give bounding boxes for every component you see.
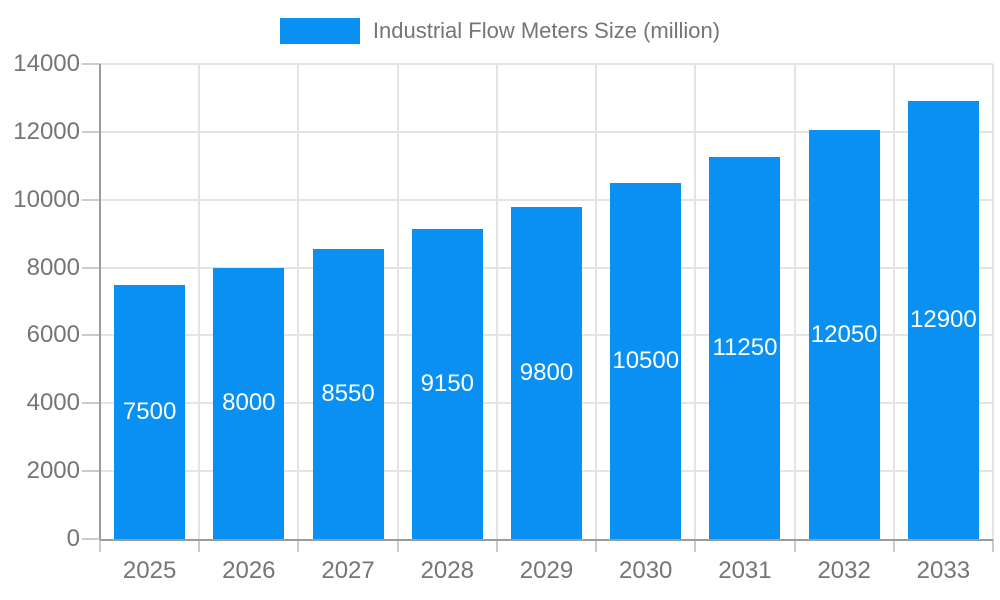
bar-value-label: 10500 (612, 346, 680, 374)
h-gridline (100, 198, 993, 201)
y-tick (82, 130, 100, 133)
bar-value-label: 11250 (712, 334, 778, 362)
bar (907, 101, 979, 539)
v-gridline (992, 64, 994, 539)
legend-swatch-icon (279, 18, 360, 44)
y-tick (82, 538, 100, 540)
y-tick (82, 63, 100, 65)
y-axis-label: 6000 (26, 321, 80, 349)
y-axis-label: 10000 (13, 185, 80, 213)
legend-item[interactable]: Industrial Flow Meters Size (million) (279, 18, 721, 44)
bar-value-label: 8550 (321, 379, 375, 407)
y-tick (82, 334, 100, 337)
x-tick (595, 539, 598, 552)
legend-label: Industrial Flow Meters Size (million) (372, 18, 721, 43)
x-axis-label: 2026 (222, 557, 276, 584)
y-axis-label: 14000 (13, 50, 80, 77)
bar (114, 284, 186, 539)
y-tick (82, 266, 100, 269)
y-tick (82, 198, 100, 201)
x-axis-label: 2027 (321, 557, 375, 584)
y-axis-label: 2000 (26, 457, 80, 485)
x-axis-label: 2033 (916, 557, 971, 584)
bar (312, 248, 384, 539)
v-gridline (793, 64, 796, 539)
v-gridline (495, 64, 498, 539)
bar-value-label: 9150 (420, 369, 474, 397)
x-tick (892, 539, 895, 552)
bar-value-label: 12050 (810, 320, 878, 348)
bar (610, 182, 682, 539)
x-tick (198, 539, 201, 552)
x-tick (992, 539, 994, 552)
bar (411, 228, 483, 539)
y-axis-label: 12000 (13, 117, 80, 145)
v-gridline (694, 64, 697, 539)
x-axis-label: 2028 (420, 557, 474, 584)
x-tick (99, 539, 101, 552)
x-axis-label: 2032 (817, 557, 871, 584)
h-gridline (100, 63, 993, 65)
x-tick (297, 539, 300, 552)
v-gridline (396, 64, 399, 539)
v-gridline (892, 64, 895, 539)
bar (213, 267, 285, 539)
h-gridline (100, 130, 993, 133)
y-axis-label: 0 (66, 525, 80, 552)
bar (511, 206, 582, 539)
y-axis-label: 4000 (26, 389, 80, 417)
x-tick (793, 539, 796, 552)
bar (709, 157, 781, 539)
legend: Industrial Flow Meters Size (million) (0, 18, 1000, 44)
x-tick (495, 539, 498, 552)
bar-value-label: 8000 (222, 389, 276, 417)
x-tick (694, 539, 697, 552)
plot-area: 0 2000 4000 6000 8000 10000 12000 14000 7500 2025… (13, 52, 994, 583)
bar-value-label: 7500 (122, 397, 177, 425)
v-gridline (297, 64, 300, 539)
y-tick (82, 470, 100, 473)
x-axis-label: 2025 (122, 557, 177, 584)
bar (808, 130, 880, 539)
x-axis-label: 2029 (519, 557, 574, 584)
x-axis-label: 2031 (718, 557, 772, 584)
y-axis-line (99, 64, 101, 539)
x-axis-line (100, 539, 993, 541)
v-gridline (198, 64, 201, 539)
y-axis-label: 8000 (26, 253, 80, 281)
bar-value-label: 9800 (519, 358, 574, 386)
x-tick (396, 539, 399, 552)
x-axis-label: 2030 (619, 557, 673, 584)
y-tick (82, 402, 100, 405)
bar-value-label: 12900 (910, 306, 977, 334)
v-gridline (595, 64, 598, 539)
